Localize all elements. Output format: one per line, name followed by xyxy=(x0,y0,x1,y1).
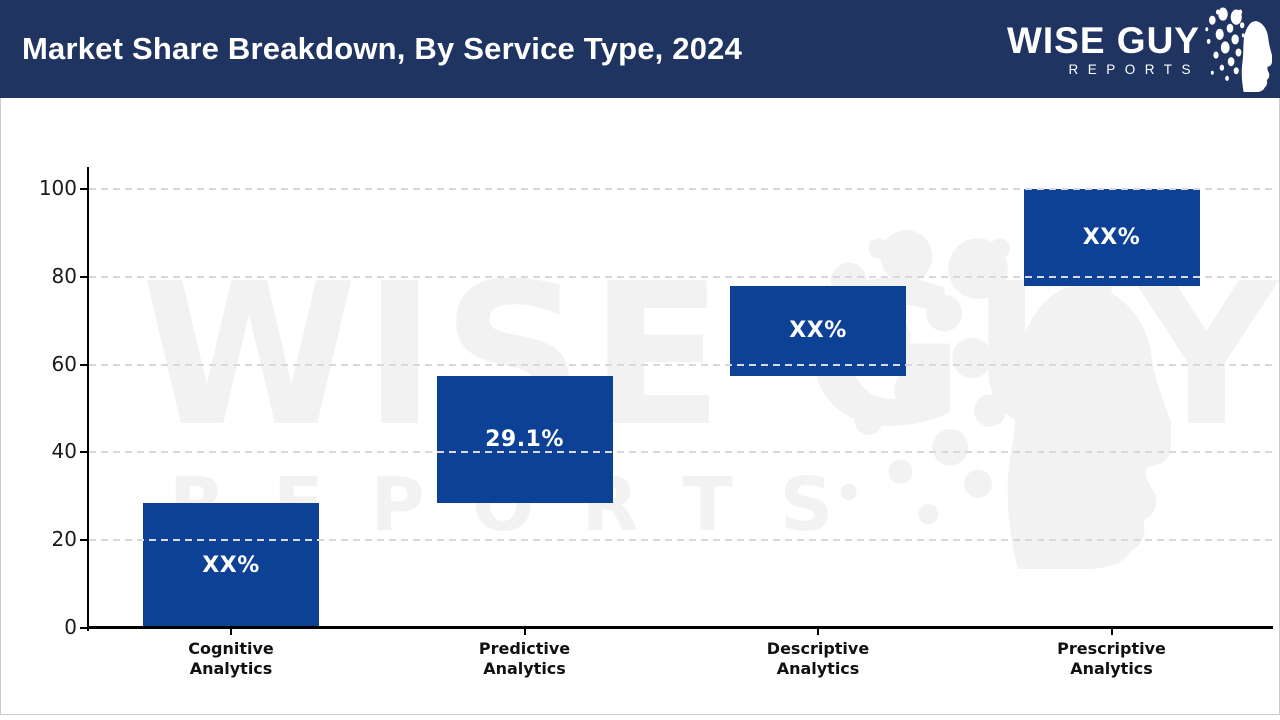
gridline xyxy=(89,539,1273,542)
y-tick-label: 40 xyxy=(51,439,77,464)
x-tick-mark xyxy=(523,629,526,635)
gridline xyxy=(89,275,1273,278)
x-axis-category-label: Cognitive Analytics xyxy=(121,639,341,679)
x-axis-category-label-line: Analytics xyxy=(1070,659,1153,678)
x-axis-category-label-line: Cognitive xyxy=(188,639,274,658)
gridline xyxy=(89,188,1273,190)
y-tick-label: 20 xyxy=(51,527,77,552)
y-tick-mark xyxy=(80,363,87,366)
bar-value-label: XX% xyxy=(789,318,847,344)
x-axis-category-label-line: Descriptive xyxy=(766,639,870,658)
y-tick-mark xyxy=(80,539,87,542)
x-axis-category-label-line: Analytics xyxy=(189,659,273,678)
x-axis-category-label-line: Predictive xyxy=(478,639,571,658)
chart-area: WISE GUY REPORTS 0 20 40 60 80 100 XX% Cognitiv… xyxy=(0,98,1280,715)
brand-subtitle: REPORTS xyxy=(1068,61,1200,77)
bar: XX% xyxy=(730,286,906,376)
y-tick-label: 0 xyxy=(64,615,77,639)
y-tick-label: 80 xyxy=(51,263,77,288)
page-title: Market Share Breakdown, By Service Type,… xyxy=(22,31,743,66)
y-tick-mark xyxy=(80,627,87,629)
header: Market Share Breakdown, By Service Type,… xyxy=(0,0,1280,98)
y-axis-line xyxy=(87,167,89,631)
bar-value-label: XX% xyxy=(202,553,260,579)
gridline xyxy=(89,451,1273,454)
brand-logo: WISE GUY REPORTS xyxy=(1007,0,1272,98)
x-axis-line xyxy=(87,626,1273,629)
x-tick-mark xyxy=(817,629,819,635)
y-tick-mark xyxy=(80,275,87,278)
x-axis-category-label-line: Analytics xyxy=(483,659,566,678)
bar-value-label: XX% xyxy=(1082,225,1141,250)
x-axis-category-label: Predictive Analytics xyxy=(415,639,635,679)
x-axis-category-label: Prescriptive Analytics xyxy=(1002,639,1222,679)
y-tick-mark xyxy=(80,451,87,454)
bar-value-label: 29.1% xyxy=(485,426,564,452)
x-axis-category-label-line: Analytics xyxy=(776,659,860,678)
y-tick-label: 60 xyxy=(51,351,77,376)
brand-text: WISE GUY REPORTS xyxy=(1007,22,1200,77)
brand-name: WISE GUY xyxy=(1006,19,1200,61)
waterfall-chart: 0 20 40 60 80 100 XX% Cognitive Analytics 29.1% Pr… xyxy=(1,98,1279,714)
x-axis-category-label-line: Prescriptive xyxy=(1057,639,1166,658)
y-tick-mark xyxy=(80,188,87,190)
y-tick-label: 100 xyxy=(38,176,77,200)
x-tick-mark xyxy=(1110,629,1113,635)
x-tick-mark xyxy=(230,629,232,635)
gridline xyxy=(89,363,1273,366)
bar: XX% xyxy=(143,503,319,628)
brand-face-icon xyxy=(1205,7,1272,92)
x-axis-category-label: Descriptive Analytics xyxy=(708,639,928,679)
bar: 29.1% xyxy=(436,375,613,504)
bar: XX% xyxy=(1023,189,1200,287)
